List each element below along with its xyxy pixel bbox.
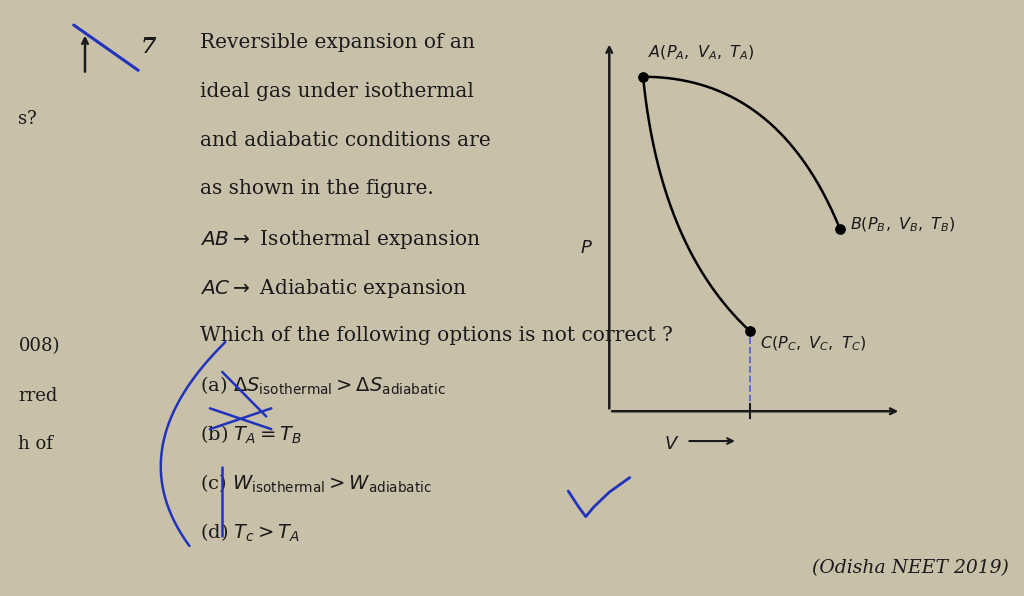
Text: $V$: $V$ (664, 435, 679, 453)
Text: (Odisha NEET 2019): (Odisha NEET 2019) (812, 559, 1009, 577)
Text: and adiabatic conditions are: and adiabatic conditions are (200, 131, 490, 150)
Text: (c) $W_{\mathrm{isothermal}} > W_{\mathrm{adiabatic}}$: (c) $W_{\mathrm{isothermal}} > W_{\mathr… (200, 473, 432, 495)
Text: $C(P_C,\ V_C,\ T_C)$: $C(P_C,\ V_C,\ T_C)$ (760, 334, 866, 353)
Point (831, 225, 848, 234)
Text: h of: h of (18, 435, 53, 453)
Text: ideal gas under isothermal: ideal gas under isothermal (200, 82, 473, 101)
Text: as shown in the figure.: as shown in the figure. (200, 179, 433, 198)
Text: $B(P_B,\ V_B,\ T_B)$: $B(P_B,\ V_B,\ T_B)$ (850, 216, 956, 234)
Text: (d) $T_c > T_A$: (d) $T_c > T_A$ (200, 522, 300, 544)
Point (635, 72, 651, 82)
Text: (b) $T_A = T_B$: (b) $T_A = T_B$ (200, 424, 302, 446)
Text: 008): 008) (18, 337, 60, 355)
Point (741, 327, 758, 336)
Text: $A(P_A,\ V_A,\ T_A)$: $A(P_A,\ V_A,\ T_A)$ (648, 44, 755, 62)
Text: (a) $\Delta S_{\mathrm{isothermal}} > \Delta S_{\mathrm{adiabatic}}$: (a) $\Delta S_{\mathrm{isothermal}} > \D… (200, 375, 445, 397)
Text: $P$: $P$ (581, 238, 593, 257)
Text: rred: rred (18, 387, 57, 405)
Text: $AC \rightarrow$ Adiabatic expansion: $AC \rightarrow$ Adiabatic expansion (200, 277, 467, 300)
Text: $AB \rightarrow$ Isothermal expansion: $AB \rightarrow$ Isothermal expansion (200, 228, 481, 252)
Text: s?: s? (18, 110, 37, 128)
Text: Reversible expansion of an: Reversible expansion of an (200, 33, 474, 52)
Text: Which of the following options is not correct ?: Which of the following options is not co… (200, 326, 673, 345)
Text: 7: 7 (140, 36, 156, 58)
